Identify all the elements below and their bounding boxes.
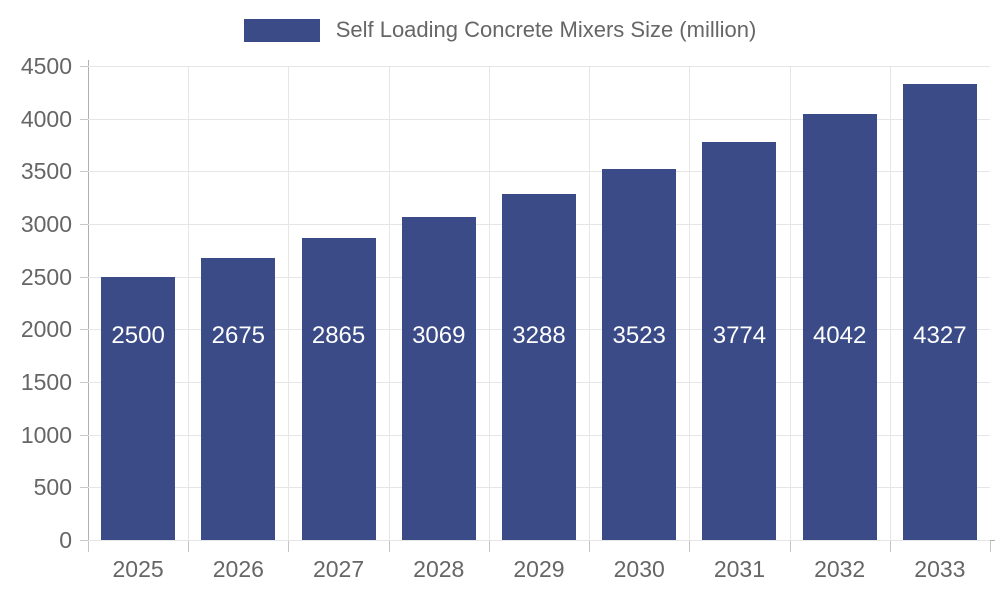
y-axis-tick	[80, 224, 88, 225]
y-axis-label: 1000	[20, 421, 72, 448]
x-axis-tick	[990, 541, 991, 552]
x-axis-label: 2026	[212, 556, 264, 582]
legend-item-self-loading-concrete-mixers-size[interactable]: Self Loading Concrete Mixers Size (milli…	[243, 17, 757, 42]
x-axis-label: 2031	[713, 556, 766, 582]
gridline-vertical	[488, 66, 490, 540]
plot-area: 2500 2675 2865 3069 3288 3523 3774 4042 4327	[88, 66, 990, 541]
y-axis-tick	[80, 540, 88, 541]
x-axis-tick	[789, 541, 791, 552]
y-axis-tick	[80, 276, 88, 278]
gridline-horizontal	[88, 118, 990, 120]
y-axis-label: 2000	[20, 316, 72, 343]
x-axis-label: 2030	[613, 556, 665, 582]
y-axis-tick	[80, 118, 88, 120]
x-axis-tick	[288, 541, 290, 552]
gridline-vertical	[889, 66, 891, 540]
x-axis-tick	[88, 541, 89, 552]
y-axis-label: 2500	[20, 263, 72, 290]
gridline-horizontal	[88, 66, 990, 67]
y-axis-label: 4500	[20, 53, 72, 79]
bar-value-label: 4327	[913, 322, 967, 349]
x-axis-label: 2032	[814, 556, 866, 582]
bar-value-label: 3288	[512, 322, 566, 349]
x-axis-tick	[689, 541, 691, 552]
x-axis-tick	[589, 541, 591, 552]
x-axis-tick	[889, 541, 891, 552]
y-axis-label: 3500	[20, 158, 72, 185]
bar-value-label: 2865	[311, 322, 366, 349]
x-axis-label: 2027	[312, 556, 365, 582]
x-axis-tick	[188, 541, 190, 552]
x-axis-label: 2029	[513, 556, 565, 582]
y-axis-tick	[80, 434, 88, 436]
y-axis-label: 500	[33, 474, 72, 501]
bar[interactable]	[401, 216, 476, 540]
bar-value-label: 3774	[712, 322, 767, 349]
gridline-horizontal	[88, 540, 990, 541]
x-axis-tick	[388, 541, 390, 552]
gridline-horizontal	[88, 171, 990, 173]
y-axis-label: 4000	[20, 105, 72, 132]
bar-value-label: 3523	[612, 322, 666, 349]
y-axis-tick	[80, 382, 88, 383]
y-axis-tick	[80, 66, 88, 67]
bar[interactable]	[602, 168, 677, 540]
bar[interactable]	[502, 193, 576, 540]
bar[interactable]	[301, 238, 376, 540]
x-axis-label: 2028	[413, 556, 465, 582]
bar[interactable]	[101, 276, 176, 540]
x-axis-label: 2033	[914, 556, 966, 582]
bar-value-label: 2500	[111, 322, 165, 349]
y-axis-label: 1500	[20, 369, 72, 395]
gridline-vertical	[589, 66, 591, 540]
gridline-vertical	[288, 66, 290, 540]
gridline-vertical	[188, 66, 190, 540]
bar[interactable]	[702, 142, 777, 540]
gridline-vertical	[388, 66, 390, 540]
bar-value-label: 2675	[211, 322, 266, 349]
y-axis-tick	[80, 329, 88, 331]
legend-label: Self Loading Concrete Mixers Size (milli…	[335, 17, 757, 42]
gridline-vertical	[789, 66, 791, 540]
bar[interactable]	[802, 114, 877, 540]
bar-value-label: 3069	[412, 322, 466, 349]
gridline-vertical	[689, 66, 691, 540]
y-axis-tick	[80, 171, 88, 173]
y-axis-label: 3000	[20, 211, 72, 237]
x-axis-tick	[488, 541, 490, 552]
bar[interactable]	[201, 258, 276, 540]
y-axis-tick	[80, 487, 88, 489]
bar-value-label: 4042	[812, 322, 867, 349]
chart-legend: Self Loading Concrete Mixers Size (milli…	[0, 12, 1000, 48]
x-axis-label: 2025	[112, 556, 164, 582]
legend-swatch-icon	[243, 18, 320, 42]
bar[interactable]	[902, 84, 977, 540]
y-axis-line	[88, 60, 89, 546]
y-axis-label: 0	[59, 527, 72, 553]
